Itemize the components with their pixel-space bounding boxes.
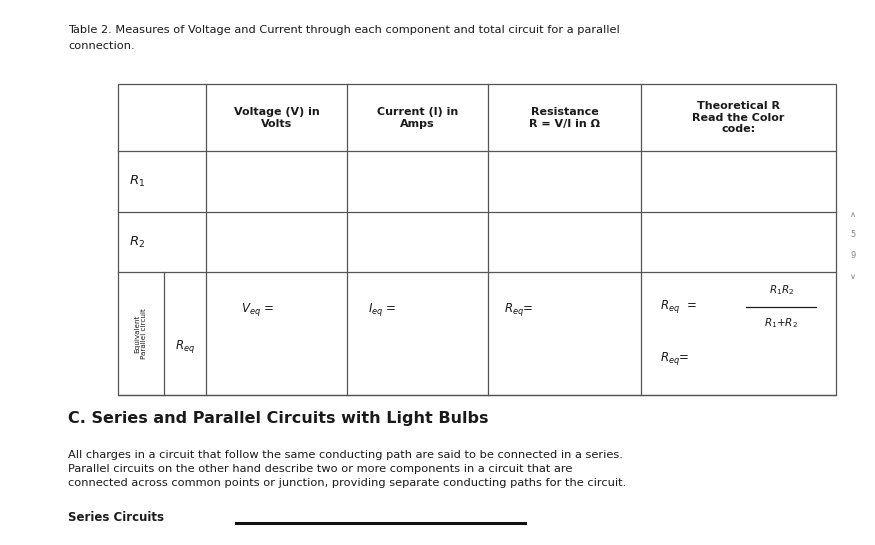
Text: ∧

5

9

∨: ∧ 5 9 ∨: [850, 209, 856, 281]
Text: $R_2$: $R_2$: [129, 234, 144, 250]
Text: $R_{eq}$=: $R_{eq}$=: [661, 350, 690, 367]
Text: $R_1$: $R_1$: [129, 174, 145, 189]
Text: $R_{eq}$=: $R_{eq}$=: [504, 301, 533, 318]
Text: $R_1$+$R_2$: $R_1$+$R_2$: [764, 317, 798, 330]
Text: Theoretical R
Read the Color
code:: Theoretical R Read the Color code:: [692, 101, 785, 135]
Bar: [118, 84, 836, 395]
Text: Resistance
R = V/I in Ω: Resistance R = V/I in Ω: [529, 107, 600, 129]
Text: $R_1 R_2$: $R_1 R_2$: [768, 283, 794, 297]
Text: $R_{eq}$: $R_{eq}$: [175, 337, 195, 355]
Text: Table 2. Measures of Voltage and Current through each component and total circui: Table 2. Measures of Voltage and Current…: [68, 25, 620, 34]
Text: $I_{eq}$ =: $I_{eq}$ =: [368, 301, 396, 318]
Text: Series Circuits: Series Circuits: [68, 511, 164, 524]
Text: Current (I) in
Amps: Current (I) in Amps: [377, 107, 458, 129]
Text: C. Series and Parallel Circuits with Light Bulbs: C. Series and Parallel Circuits with Lig…: [68, 411, 489, 427]
Text: $V_{eq}$ =: $V_{eq}$ =: [242, 301, 274, 318]
Text: Equivalent
Parallel circuit: Equivalent Parallel circuit: [135, 308, 148, 359]
Text: $R_{eq}$  =: $R_{eq}$ =: [661, 298, 697, 315]
Text: Voltage (V) in
Volts: Voltage (V) in Volts: [234, 107, 319, 129]
Text: All charges in a circuit that follow the same conducting path are said to be con: All charges in a circuit that follow the…: [68, 450, 626, 488]
Text: connection.: connection.: [68, 41, 135, 51]
